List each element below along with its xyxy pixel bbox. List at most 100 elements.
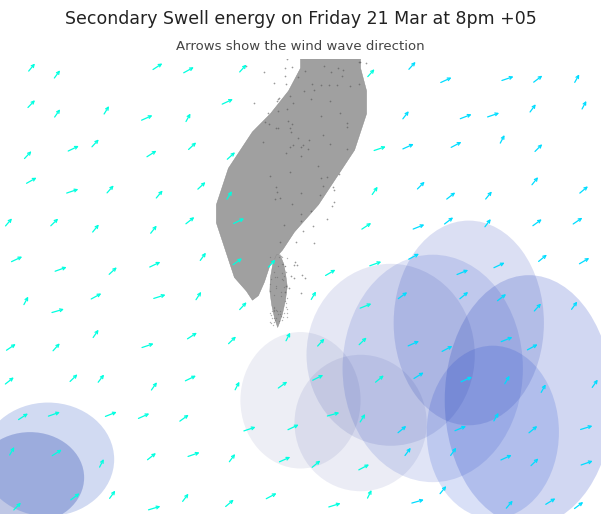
Point — [277, 316, 287, 324]
Point — [272, 97, 282, 105]
Point — [293, 134, 302, 142]
Point — [282, 294, 292, 302]
Ellipse shape — [427, 346, 559, 514]
Point — [249, 99, 259, 107]
Point — [316, 81, 326, 89]
Point — [319, 182, 328, 191]
Point — [276, 312, 285, 320]
Point — [285, 142, 295, 151]
Point — [266, 274, 276, 283]
Point — [309, 86, 319, 94]
Point — [279, 283, 288, 291]
Point — [278, 276, 287, 284]
Point — [322, 215, 332, 223]
Point — [275, 94, 284, 102]
Point — [271, 314, 281, 322]
Point — [264, 172, 274, 180]
Ellipse shape — [0, 402, 114, 514]
Point — [304, 144, 313, 153]
Point — [299, 227, 308, 235]
Point — [260, 118, 269, 126]
Point — [282, 303, 291, 311]
Point — [285, 168, 294, 176]
Point — [307, 95, 316, 103]
Point — [281, 80, 291, 88]
Point — [356, 58, 365, 66]
Point — [282, 105, 291, 113]
Ellipse shape — [307, 264, 475, 446]
Point — [269, 268, 279, 277]
Point — [287, 272, 296, 280]
Point — [278, 253, 287, 262]
Point — [272, 188, 281, 196]
Point — [269, 318, 279, 326]
Point — [334, 63, 343, 71]
Point — [289, 274, 299, 282]
Polygon shape — [270, 255, 287, 327]
Ellipse shape — [240, 332, 361, 469]
Point — [322, 173, 332, 181]
Point — [279, 271, 288, 280]
Point — [282, 305, 291, 313]
Point — [288, 99, 297, 107]
Point — [335, 170, 344, 178]
Point — [289, 261, 299, 269]
Point — [266, 287, 275, 295]
Point — [276, 288, 285, 296]
Point — [278, 269, 287, 277]
Point — [296, 210, 306, 218]
Point — [280, 262, 290, 270]
Point — [274, 317, 284, 325]
Point — [266, 310, 276, 319]
Point — [270, 272, 279, 281]
Point — [281, 297, 290, 305]
Point — [271, 284, 281, 292]
Point — [287, 63, 297, 71]
Point — [354, 80, 364, 88]
Point — [297, 271, 307, 279]
Point — [282, 313, 292, 321]
Point — [282, 55, 291, 63]
Point — [273, 253, 283, 261]
Point — [259, 67, 269, 76]
Point — [282, 309, 292, 318]
Point — [287, 127, 296, 136]
Point — [316, 191, 325, 199]
Ellipse shape — [0, 432, 84, 514]
Point — [271, 306, 281, 315]
Point — [275, 238, 285, 246]
Point — [329, 198, 338, 207]
Point — [270, 316, 280, 324]
Point — [280, 288, 290, 296]
Point — [318, 131, 328, 139]
Point — [278, 260, 288, 268]
Point — [270, 307, 279, 315]
Point — [269, 79, 279, 87]
Point — [277, 274, 287, 283]
Point — [265, 318, 275, 326]
Point — [317, 174, 326, 182]
Point — [266, 319, 276, 327]
Point — [275, 307, 285, 315]
Point — [279, 262, 289, 270]
Point — [279, 308, 288, 317]
Point — [264, 119, 273, 127]
Point — [308, 222, 317, 230]
Point — [270, 194, 280, 203]
Point — [284, 117, 293, 125]
Point — [285, 92, 295, 100]
Point — [296, 189, 306, 197]
Text: Secondary Swell energy on Friday 21 Mar at 8pm +05: Secondary Swell energy on Friday 21 Mar … — [65, 10, 536, 28]
Ellipse shape — [343, 255, 523, 482]
Point — [267, 307, 276, 315]
Point — [269, 303, 279, 311]
Point — [296, 217, 306, 225]
Point — [307, 80, 317, 88]
Point — [327, 202, 337, 210]
Point — [265, 253, 275, 261]
Point — [296, 142, 305, 151]
Point — [320, 61, 329, 69]
Point — [281, 149, 290, 157]
Point — [269, 306, 279, 315]
Ellipse shape — [445, 275, 601, 514]
